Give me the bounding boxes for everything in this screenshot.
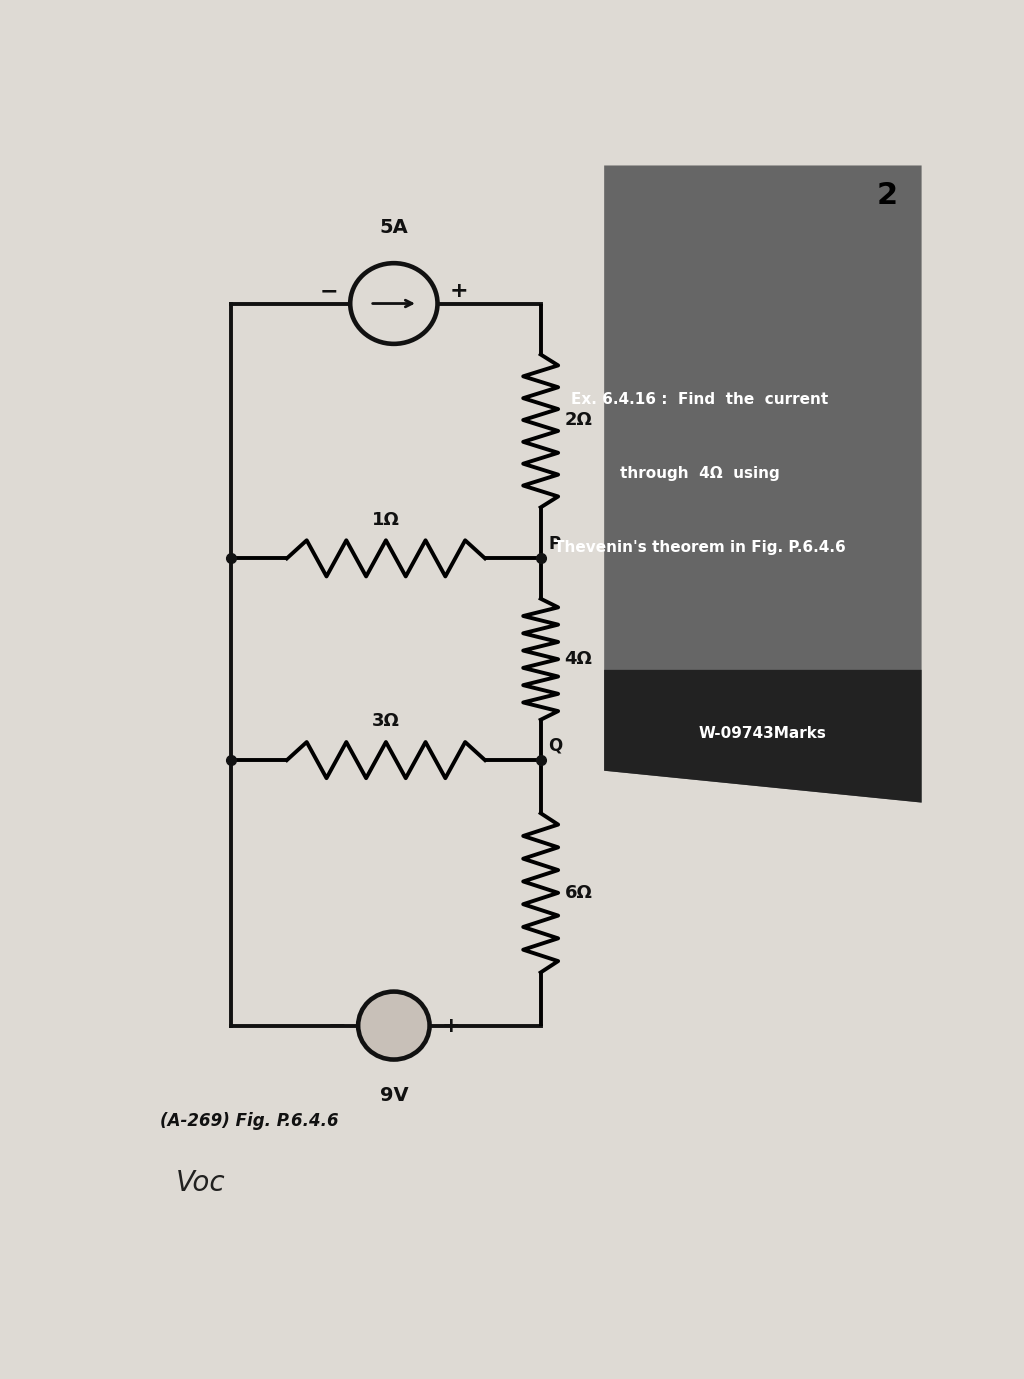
Text: Q: Q <box>549 736 563 754</box>
Text: 9V: 9V <box>380 1087 409 1105</box>
Text: 4Ω: 4Ω <box>564 651 592 669</box>
Text: 6Ω: 6Ω <box>564 884 592 902</box>
Text: −: − <box>328 1015 346 1036</box>
Text: −: − <box>319 281 338 302</box>
Text: through  4Ω  using: through 4Ω using <box>620 466 779 481</box>
Text: 2: 2 <box>877 182 898 211</box>
Text: 2Ω: 2Ω <box>564 411 592 429</box>
Text: +: + <box>450 281 468 302</box>
Polygon shape <box>604 670 922 803</box>
Text: Ex. 6.4.16 :  Find  the  current: Ex. 6.4.16 : Find the current <box>570 392 828 407</box>
Text: 1Ω: 1Ω <box>372 510 399 528</box>
Text: W-09743Marks: W-09743Marks <box>699 727 826 741</box>
Text: +: + <box>441 1015 460 1036</box>
Text: 5A: 5A <box>380 218 409 237</box>
Text: Thevenin's theorem in Fig. P.6.4.6: Thevenin's theorem in Fig. P.6.4.6 <box>554 541 845 556</box>
Ellipse shape <box>358 992 430 1059</box>
Text: (A-269) Fig. P.6.4.6: (A-269) Fig. P.6.4.6 <box>160 1111 338 1131</box>
Text: 3Ω: 3Ω <box>372 713 399 731</box>
Polygon shape <box>604 165 922 803</box>
Text: P: P <box>549 535 561 553</box>
Text: Voc: Voc <box>176 1169 225 1197</box>
